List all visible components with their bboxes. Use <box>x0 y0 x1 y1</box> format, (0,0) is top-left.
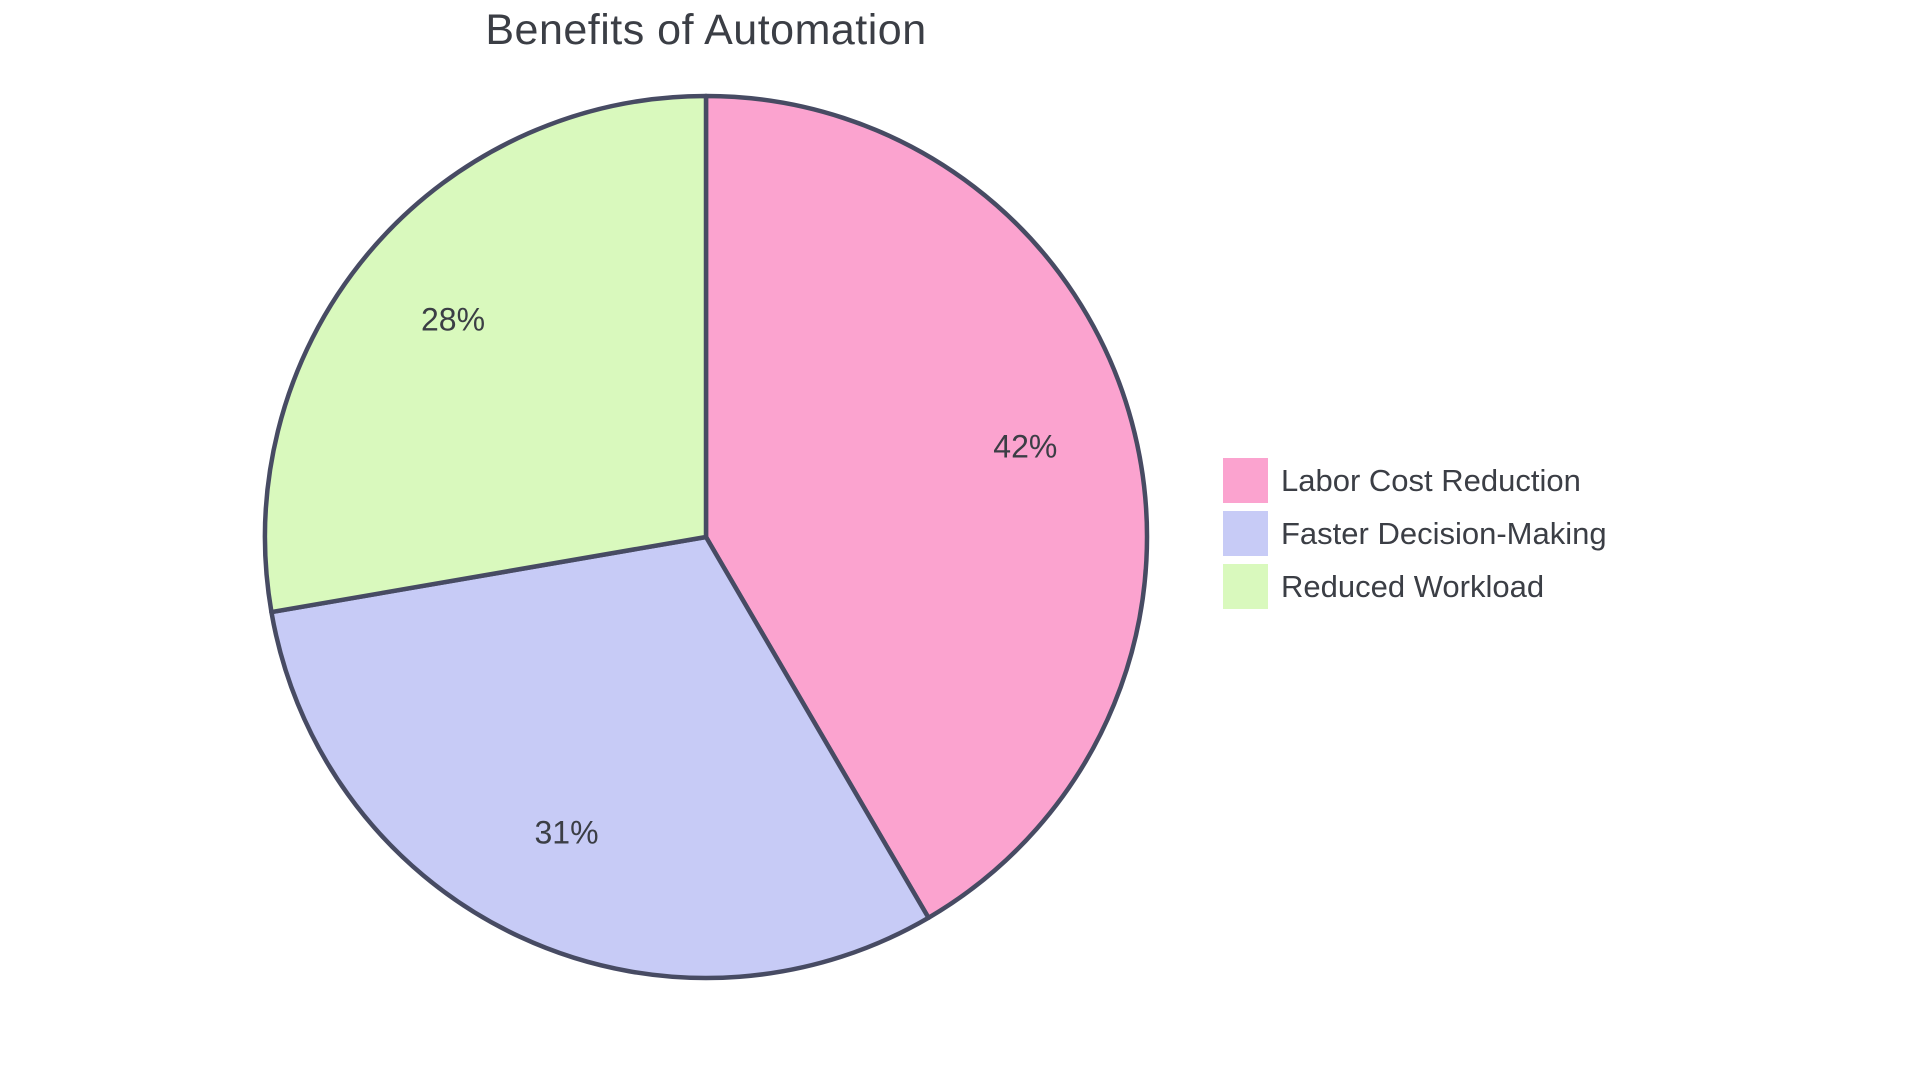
legend-label: Labor Cost Reduction <box>1281 462 1581 498</box>
pie-slice-labor-cost-reduction <box>703 93 1150 921</box>
pie-slice-faster-decision-making <box>269 534 931 981</box>
legend: Labor Cost Reduction Faster Decision-Maki… <box>1223 458 1607 617</box>
pie-slice-reduced-workload <box>262 93 709 615</box>
legend-item-labor-cost-reduction: Labor Cost Reduction <box>1223 458 1607 503</box>
chart-title: Benefits of Automation <box>485 6 927 54</box>
legend-swatch-reduced-workload <box>1223 564 1268 609</box>
legend-label: Reduced Workload <box>1281 568 1545 604</box>
legend-item-faster-decision-making: Faster Decision-Making <box>1223 511 1607 556</box>
legend-swatch-labor-cost-reduction <box>1223 458 1268 503</box>
legend-swatch-faster-decision-making <box>1223 511 1268 556</box>
legend-label: Faster Decision-Making <box>1281 515 1607 551</box>
slice-percent-label-labor-cost-reduction: 42% <box>993 428 1058 465</box>
slice-percent-label-reduced-workload: 28% <box>420 301 486 338</box>
slice-percent-label-faster-decision-making: 31% <box>534 814 599 851</box>
legend-item-reduced-workload: Reduced Workload <box>1223 564 1607 609</box>
